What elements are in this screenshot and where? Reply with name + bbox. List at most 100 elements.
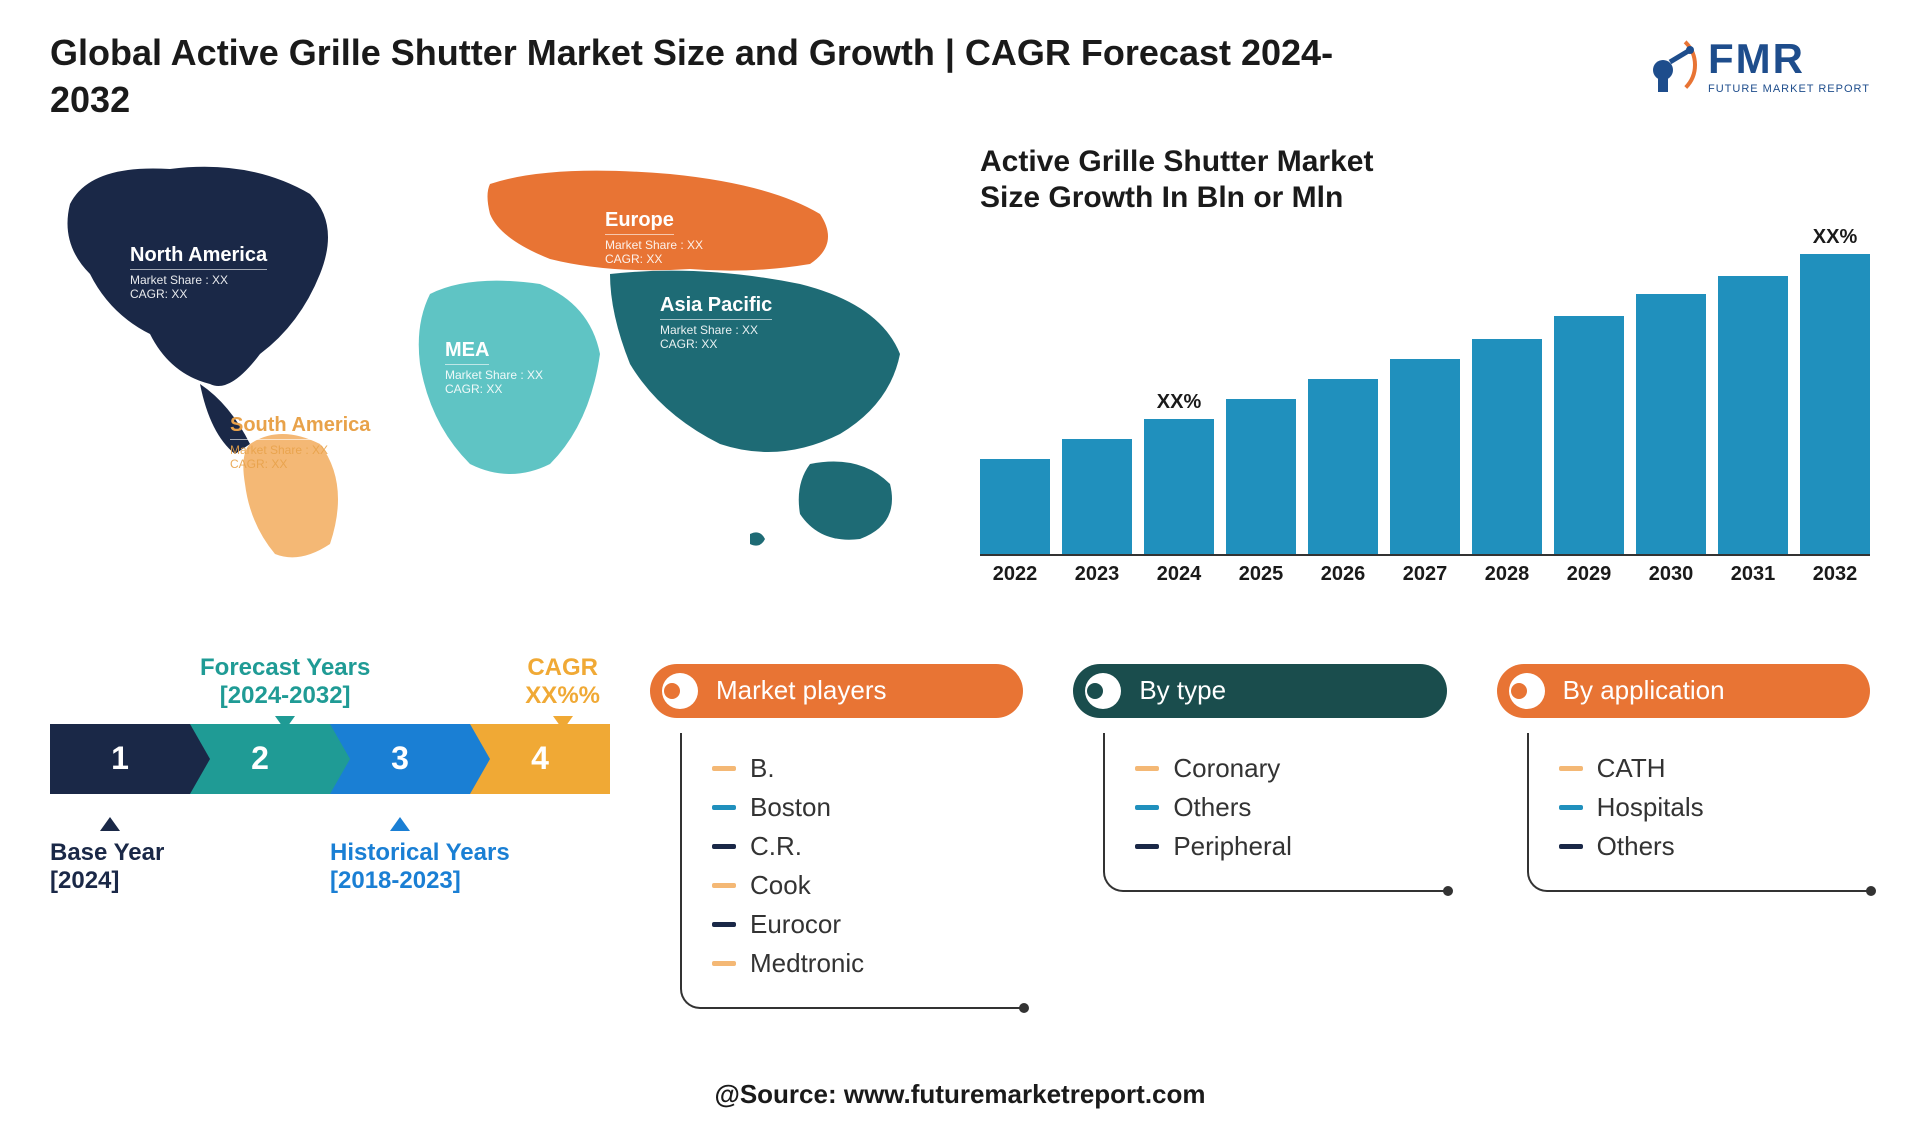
bottom-row: Forecast Years [2024-2032] CAGR XX%% 123… [50, 664, 1870, 1009]
dash-icon [1135, 844, 1159, 849]
bar-annotation: XX% [1813, 226, 1857, 249]
bullet-icon [1085, 673, 1121, 709]
bar-rect [1062, 439, 1132, 554]
base-title: Base Year [50, 839, 164, 868]
forecast-range: [2024-2032] [200, 682, 370, 711]
timeline: Forecast Years [2024-2032] CAGR XX%% 123… [50, 664, 610, 794]
category-header: By type [1073, 664, 1446, 718]
category-items: Coronary Others Peripheral [1103, 733, 1446, 892]
bar-2026: 2026 [1308, 379, 1378, 554]
bar-year-label: 2032 [1813, 563, 1858, 586]
historical-label: Historical Years [2018-2023] [330, 839, 510, 897]
logo-icon [1628, 30, 1698, 100]
list-item-label: Cook [750, 870, 811, 901]
region-label-europe: EuropeMarket Share : XXCAGR: XX [605, 209, 703, 266]
bar-rect [1472, 339, 1542, 554]
base-label: Base Year [2024] [50, 839, 164, 897]
timeline-segment-1: 1 [50, 724, 190, 794]
timeline-num: 2 [251, 740, 269, 777]
bar-2022: 2022 [980, 459, 1050, 554]
dash-icon [1559, 844, 1583, 849]
region-label-asia-pacific: Asia PacificMarket Share : XXCAGR: XX [660, 294, 772, 351]
bar-2029: 2029 [1554, 316, 1624, 554]
list-item: Boston [712, 792, 1023, 823]
region-label-south-america: South AmericaMarket Share : XXCAGR: XX [230, 414, 370, 471]
bar-year-label: 2029 [1567, 563, 1612, 586]
category-header-text: Market players [716, 675, 887, 706]
page-title: Global Active Grille Shutter Market Size… [50, 30, 1350, 124]
category-header-text: By type [1139, 675, 1226, 706]
list-item: Others [1135, 792, 1446, 823]
timeline-segment-4: 4 [470, 724, 610, 794]
chart-title: Active Grille Shutter Market Size Growth… [980, 144, 1400, 216]
list-item-label: Coronary [1173, 753, 1280, 784]
list-item: Eurocor [712, 909, 1023, 940]
bar-year-label: 2030 [1649, 563, 1694, 586]
list-item: C.R. [712, 831, 1023, 862]
category-header: By application [1497, 664, 1870, 718]
list-item: Others [1559, 831, 1870, 862]
forecast-label: Forecast Years [2024-2032] [200, 654, 370, 712]
bar-rect [1718, 276, 1788, 554]
main-row: North AmericaMarket Share : XXCAGR: XX So… [50, 144, 1870, 564]
bar-year-label: 2025 [1239, 563, 1284, 586]
bullet-icon [1509, 673, 1545, 709]
timeline-segment-3: 3 [330, 724, 470, 794]
region-label-mea: MEAMarket Share : XXCAGR: XX [445, 339, 543, 396]
list-item-label: CATH [1597, 753, 1666, 784]
list-item-label: Peripheral [1173, 831, 1292, 862]
dash-icon [712, 805, 736, 810]
bar-annotation: XX% [1157, 391, 1201, 414]
dash-icon [712, 766, 736, 771]
list-item: Cook [712, 870, 1023, 901]
bar-year-label: 2028 [1485, 563, 1530, 586]
list-item-label: Medtronic [750, 948, 864, 979]
source-text: @Source: www.futuremarketreport.com [50, 1079, 1870, 1110]
category-items: CATH Hospitals Others [1527, 733, 1870, 892]
list-item: Peripheral [1135, 831, 1446, 862]
cagr-title: CAGR [525, 654, 600, 683]
category-by-type: By type Coronary Others Peripheral [1073, 664, 1446, 1009]
bar-2027: 2027 [1390, 359, 1460, 554]
list-item: B. [712, 753, 1023, 784]
bar-2032: 2032XX% [1800, 254, 1870, 554]
dash-icon [1135, 805, 1159, 810]
list-item-label: B. [750, 753, 775, 784]
list-item-label: Others [1597, 831, 1675, 862]
bar-rect [980, 459, 1050, 554]
bar-rect [1800, 254, 1870, 554]
region-label-north-america: North AmericaMarket Share : XXCAGR: XX [130, 244, 267, 301]
list-item-label: Hospitals [1597, 792, 1704, 823]
bar-chart-section: Active Grille Shutter Market Size Growth… [980, 144, 1870, 564]
bar-2030: 2030 [1636, 294, 1706, 554]
list-item-label: Boston [750, 792, 831, 823]
bar-year-label: 2024 [1157, 563, 1202, 586]
list-item: Hospitals [1559, 792, 1870, 823]
list-item-label: C.R. [750, 831, 802, 862]
fmr-logo: FMR FUTURE MARKET REPORT [1628, 30, 1870, 100]
bar-year-label: 2022 [993, 563, 1038, 586]
timeline-num: 1 [111, 740, 129, 777]
list-item-label: Eurocor [750, 909, 841, 940]
bar-rect [1554, 316, 1624, 554]
timeline-num: 4 [531, 740, 549, 777]
timeline-segment-2: 2 [190, 724, 330, 794]
bar-2028: 2028 [1472, 339, 1542, 554]
logo-text-main: FMR [1708, 35, 1870, 83]
category-items: B. Boston C.R. Cook Eurocor Medtronic [680, 733, 1023, 1009]
bar-year-label: 2023 [1075, 563, 1120, 586]
category-market-players: Market players B. Boston C.R. Cook Eurocor Med… [650, 664, 1023, 1009]
timeline-bar: 1 2 3 4 [50, 724, 610, 794]
world-map: North AmericaMarket Share : XXCAGR: XX So… [50, 144, 940, 564]
cagr-label: CAGR XX%% [525, 654, 600, 712]
bar-rect [1308, 379, 1378, 554]
timeline-num: 3 [391, 740, 409, 777]
historical-range: [2018-2023] [330, 867, 510, 896]
bar-2025: 2025 [1226, 399, 1296, 554]
dash-icon [712, 922, 736, 927]
bar-year-label: 2031 [1731, 563, 1776, 586]
list-item-label: Others [1173, 792, 1251, 823]
list-item: Medtronic [712, 948, 1023, 979]
base-range: [2024] [50, 867, 164, 896]
bar-rect [1144, 419, 1214, 554]
